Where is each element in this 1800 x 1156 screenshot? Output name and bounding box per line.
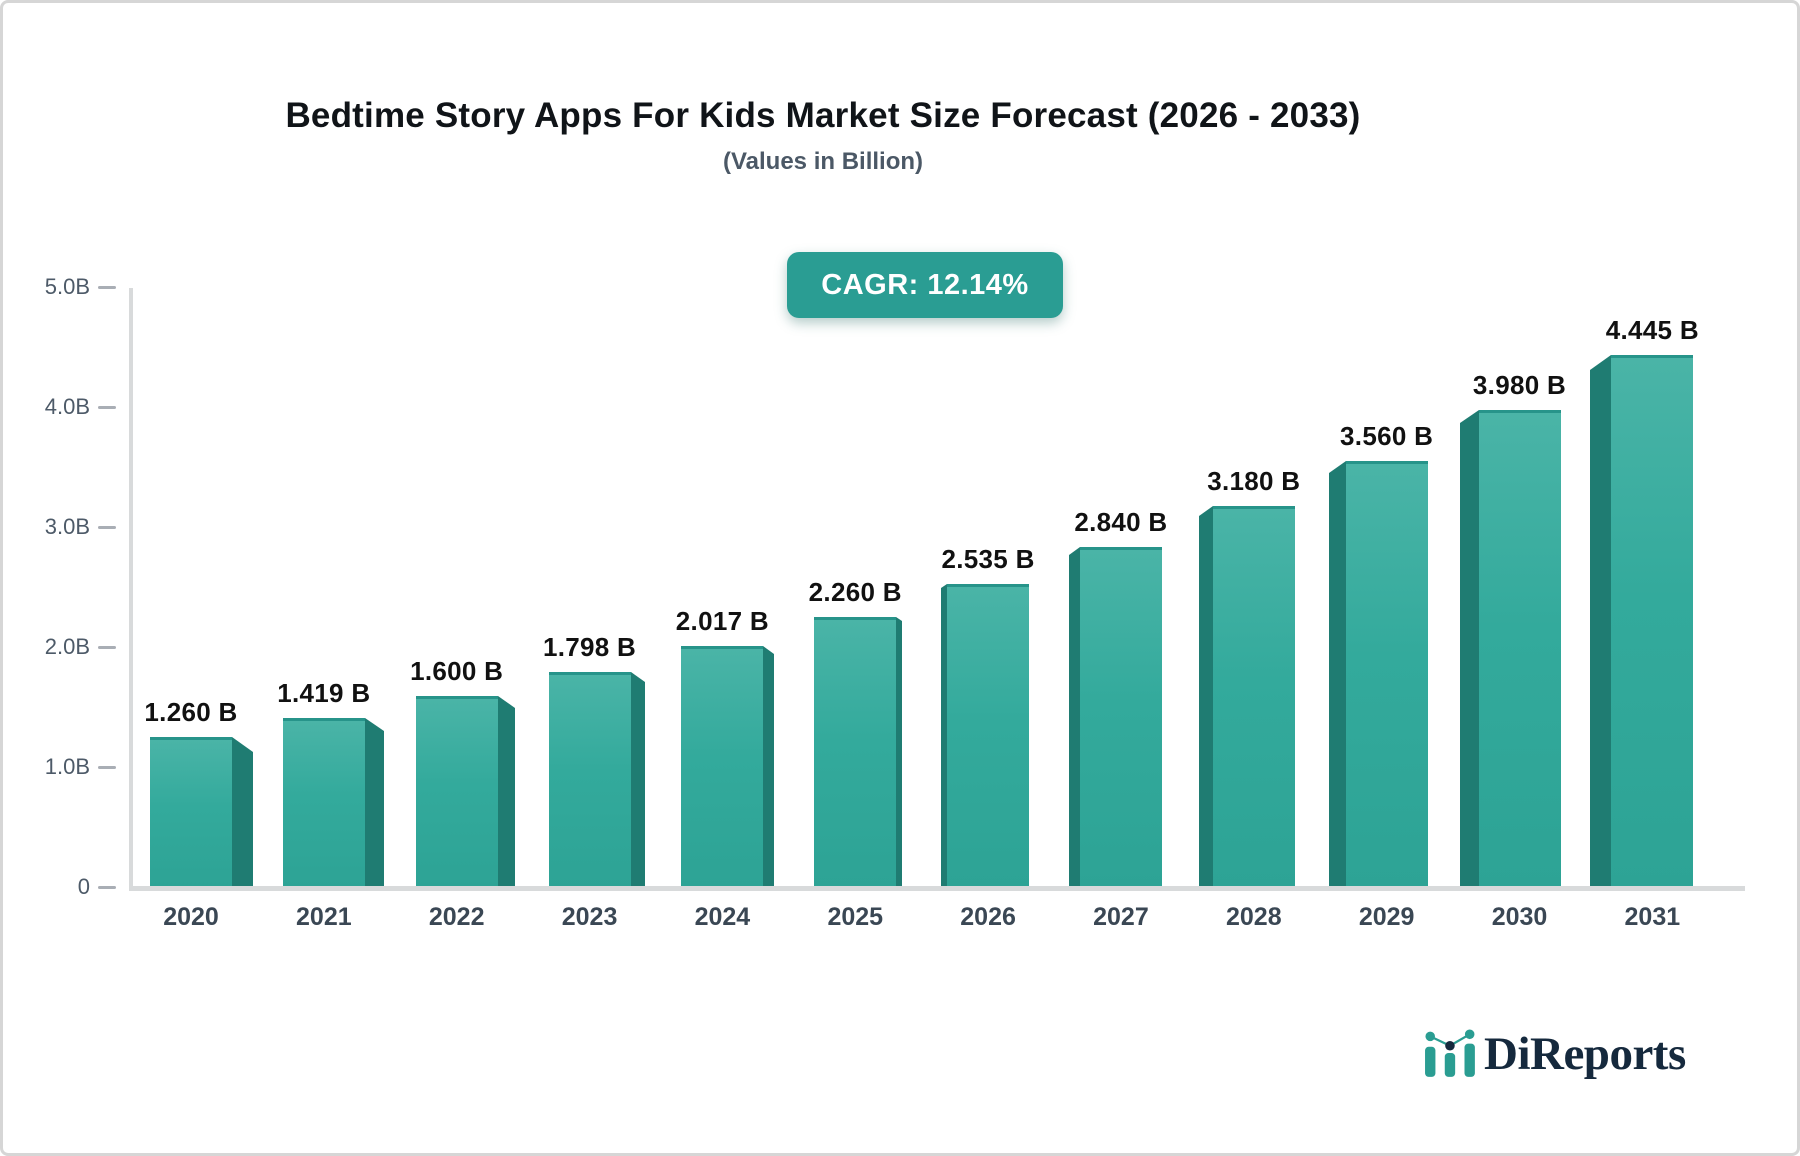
y-tick-dash: [98, 406, 116, 409]
y-tick-dash: [98, 286, 116, 289]
y-tick-label: 0: [77, 874, 90, 899]
bar-side: [1460, 410, 1479, 888]
x-tick-label-2022: 2022: [428, 903, 485, 931]
bar-value-label: 1.798 B: [542, 632, 637, 662]
bar-value-label: 3.980 B: [1472, 370, 1567, 400]
x-tick-label-2028: 2028: [1225, 903, 1282, 931]
chart-subtitle: (Values in Billion): [722, 148, 924, 175]
y-tick-label: 2.0B: [44, 634, 90, 659]
bar-2027: [1080, 547, 1162, 888]
bar-side: [1069, 547, 1080, 888]
direports-logo: DiReports: [1424, 1028, 1686, 1078]
bar-side: [365, 718, 384, 888]
bar-side: [896, 617, 902, 888]
y-tick-dash: [98, 886, 116, 889]
bar-side: [631, 672, 645, 888]
x-tick-label-2024: 2024: [694, 903, 751, 931]
bar-2029: [1346, 461, 1428, 888]
bar-side: [1329, 461, 1346, 888]
bar-side: [232, 737, 253, 888]
y-tick-label: 3.0B: [44, 514, 90, 539]
bar-side: [498, 696, 515, 888]
bar-value-label: 1.600 B: [410, 656, 504, 686]
y-tick-label: 5.0B: [44, 274, 90, 299]
y-axis-line: [129, 288, 133, 888]
bar-2023: [549, 672, 631, 888]
bar-2025: [814, 617, 896, 888]
y-tick-dash: [98, 766, 116, 769]
bar-value-label: 3.560 B: [1340, 421, 1434, 451]
bar-value-label: 1.260 B: [144, 697, 238, 727]
x-tick-label-2029: 2029: [1358, 903, 1415, 931]
bar-value-label: 3.180 B: [1207, 466, 1301, 496]
y-tick-label: 1.0B: [44, 754, 90, 779]
bar-2030: [1479, 410, 1561, 888]
x-axis-baseline: [129, 886, 1745, 891]
x-tick-label-2026: 2026: [960, 903, 1016, 931]
x-tick-label-2031: 2031: [1624, 903, 1681, 931]
bar-2031: [1611, 355, 1693, 888]
y-tick-dash: [98, 646, 116, 649]
y-tick-dash: [98, 526, 116, 529]
bar-2028: [1213, 506, 1295, 888]
bar-value-label: 2.017 B: [675, 606, 769, 636]
bar-2026: [947, 584, 1029, 888]
bar-value-label: 4.445 B: [1605, 315, 1699, 345]
bar-side: [1590, 355, 1611, 888]
bar-value-label: 2.535 B: [941, 544, 1035, 574]
bar-line-chart-icon: [1424, 1028, 1478, 1078]
bar-value-label: 2.260 B: [808, 577, 902, 607]
bar-value-label: 1.419 B: [277, 678, 371, 708]
x-tick-label-2020: 2020: [163, 903, 219, 931]
bar-side: [1199, 506, 1213, 888]
logo-text: DiReports: [1484, 1028, 1686, 1080]
y-tick-label: 4.0B: [44, 394, 90, 419]
x-tick-label-2023: 2023: [561, 903, 618, 931]
cagr-badge-label: CAGR: 12.14%: [821, 268, 1029, 301]
bar-side: [941, 584, 947, 888]
bar-2021: [283, 718, 365, 888]
x-tick-label-2021: 2021: [296, 903, 352, 931]
bar-2024: [681, 646, 763, 888]
x-tick-label-2030: 2030: [1491, 903, 1548, 931]
cagr-badge: CAGR: 12.14%: [787, 252, 1063, 318]
bar-2022: [416, 696, 498, 888]
chart-title: Bedtime Story Apps For Kids Market Size …: [285, 96, 1361, 135]
x-tick-label-2025: 2025: [827, 903, 884, 931]
bar-value-label: 2.840 B: [1074, 507, 1168, 537]
x-tick-label-2027: 2027: [1093, 903, 1149, 931]
bar-side: [763, 646, 774, 888]
bar-2020: [150, 737, 232, 888]
